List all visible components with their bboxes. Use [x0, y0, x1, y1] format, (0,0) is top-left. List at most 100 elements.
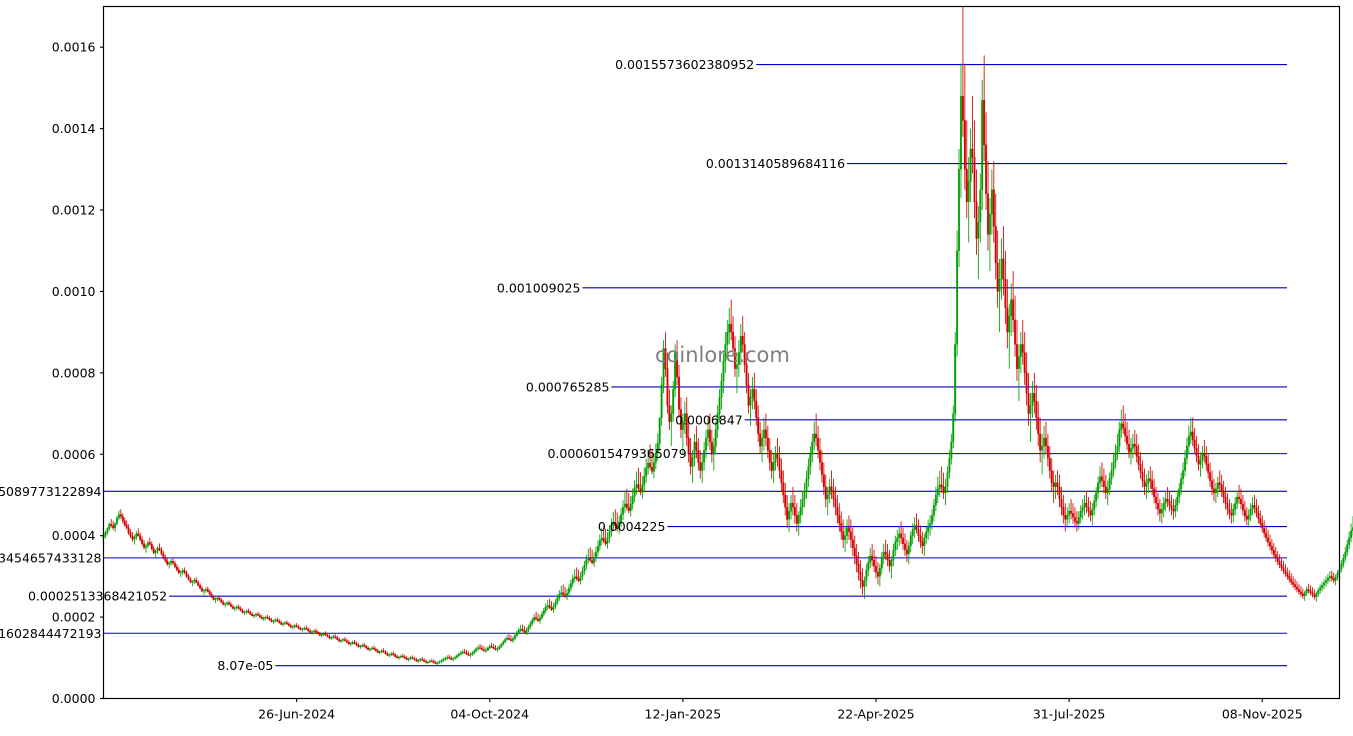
- candle-body: [392, 653, 395, 656]
- candle-body: [961, 95, 964, 121]
- candle-body: [931, 515, 933, 524]
- candle-body: [1330, 576, 1333, 579]
- candle-body: [353, 642, 356, 644]
- candle-body: [660, 384, 663, 418]
- candle-body: [1056, 482, 1059, 487]
- candle-body: [1245, 515, 1248, 520]
- candle-body: [857, 564, 860, 573]
- candle-body: [548, 605, 551, 608]
- candle-body: [1176, 496, 1179, 506]
- candle-body: [639, 488, 642, 493]
- y-tick-label: 0.0016: [52, 40, 96, 55]
- candle-body: [446, 657, 449, 659]
- candle-body: [311, 631, 314, 633]
- candle-body: [921, 541, 924, 547]
- candle-body: [904, 543, 906, 551]
- candle-body: [807, 466, 810, 479]
- candle-body: [938, 484, 941, 490]
- candle-body: [318, 633, 321, 636]
- candle-body: [1002, 258, 1005, 280]
- candle-body: [1164, 498, 1167, 504]
- candle-body: [133, 537, 136, 540]
- candle-body: [143, 543, 146, 548]
- candle-body: [1323, 582, 1326, 586]
- candle-body: [426, 661, 429, 663]
- candle-body: [486, 647, 489, 651]
- candle-body: [761, 437, 764, 447]
- candle-body: [631, 496, 634, 505]
- candle-body: [332, 636, 335, 638]
- candle-body: [1319, 587, 1322, 591]
- coinlore-watermark: coinlore.com: [655, 343, 790, 367]
- candle-body: [513, 635, 516, 639]
- candle-body: [585, 559, 588, 566]
- candle-body: [739, 336, 742, 353]
- candle-body: [342, 639, 344, 641]
- axes-frame: [102, 5, 1341, 700]
- candle-body: [409, 657, 412, 659]
- candle-body: [1010, 299, 1013, 317]
- candle-body: [139, 535, 142, 540]
- candle-body: [1284, 570, 1287, 574]
- candle-body: [948, 458, 951, 473]
- candle-body: [537, 618, 539, 621]
- x-tick-label: 26-Jun-2024: [258, 707, 335, 722]
- candle-body: [309, 630, 312, 633]
- candle-body: [262, 617, 265, 619]
- candle-body: [550, 607, 553, 610]
- candle-body: [1112, 462, 1115, 471]
- y-axis-ticks: [100, 46, 104, 700]
- candle-body: [479, 647, 482, 649]
- candle-body: [546, 605, 549, 608]
- candle-body: [425, 661, 427, 663]
- candle-body: [587, 557, 590, 560]
- candle-body: [678, 376, 680, 410]
- candle-body: [459, 652, 462, 655]
- candle-body: [1099, 476, 1101, 483]
- candle-body: [679, 409, 682, 430]
- candle-body: [967, 181, 970, 203]
- candle-body: [932, 504, 935, 516]
- candle-body: [834, 498, 837, 508]
- candle-body: [695, 441, 698, 451]
- candle-body: [894, 541, 897, 551]
- candle-body: [1238, 496, 1241, 500]
- candle-body: [600, 537, 603, 541]
- candle-body: [112, 525, 115, 529]
- candle-body: [1129, 448, 1132, 453]
- candle-body: [1021, 344, 1024, 353]
- candle-body: [676, 352, 679, 378]
- candle-body: [958, 169, 960, 251]
- candle-body: [1292, 581, 1295, 585]
- candle-body: [998, 279, 1001, 292]
- candle-body: [428, 660, 431, 663]
- candle-body: [1110, 470, 1113, 479]
- candle-body: [239, 608, 242, 611]
- candle-body: [307, 629, 310, 632]
- candle-body: [1108, 478, 1111, 490]
- candle-body: [1052, 482, 1055, 487]
- candle-body: [174, 563, 176, 567]
- candle-body: [488, 646, 491, 649]
- candle-body: [1243, 510, 1246, 517]
- candle-body: [220, 599, 223, 603]
- candle-body: [1313, 594, 1316, 597]
- candle-body: [749, 397, 752, 406]
- candle-body: [1158, 509, 1161, 514]
- candle-body: [295, 625, 298, 628]
- candle-body: [591, 560, 594, 564]
- candle-body: [121, 516, 124, 522]
- candle-body: [778, 458, 781, 471]
- candle-body: [703, 450, 706, 463]
- y-tick-label: 0.0006: [52, 447, 96, 462]
- candle-body: [1050, 470, 1053, 483]
- candle-body: [413, 658, 416, 660]
- candle-body: [160, 549, 163, 555]
- candle-body: [199, 585, 202, 589]
- candle-body: [204, 589, 207, 591]
- candle-body: [994, 226, 997, 264]
- candle-body: [757, 417, 760, 435]
- candle-body: [610, 524, 613, 532]
- candle-body: [1004, 279, 1007, 308]
